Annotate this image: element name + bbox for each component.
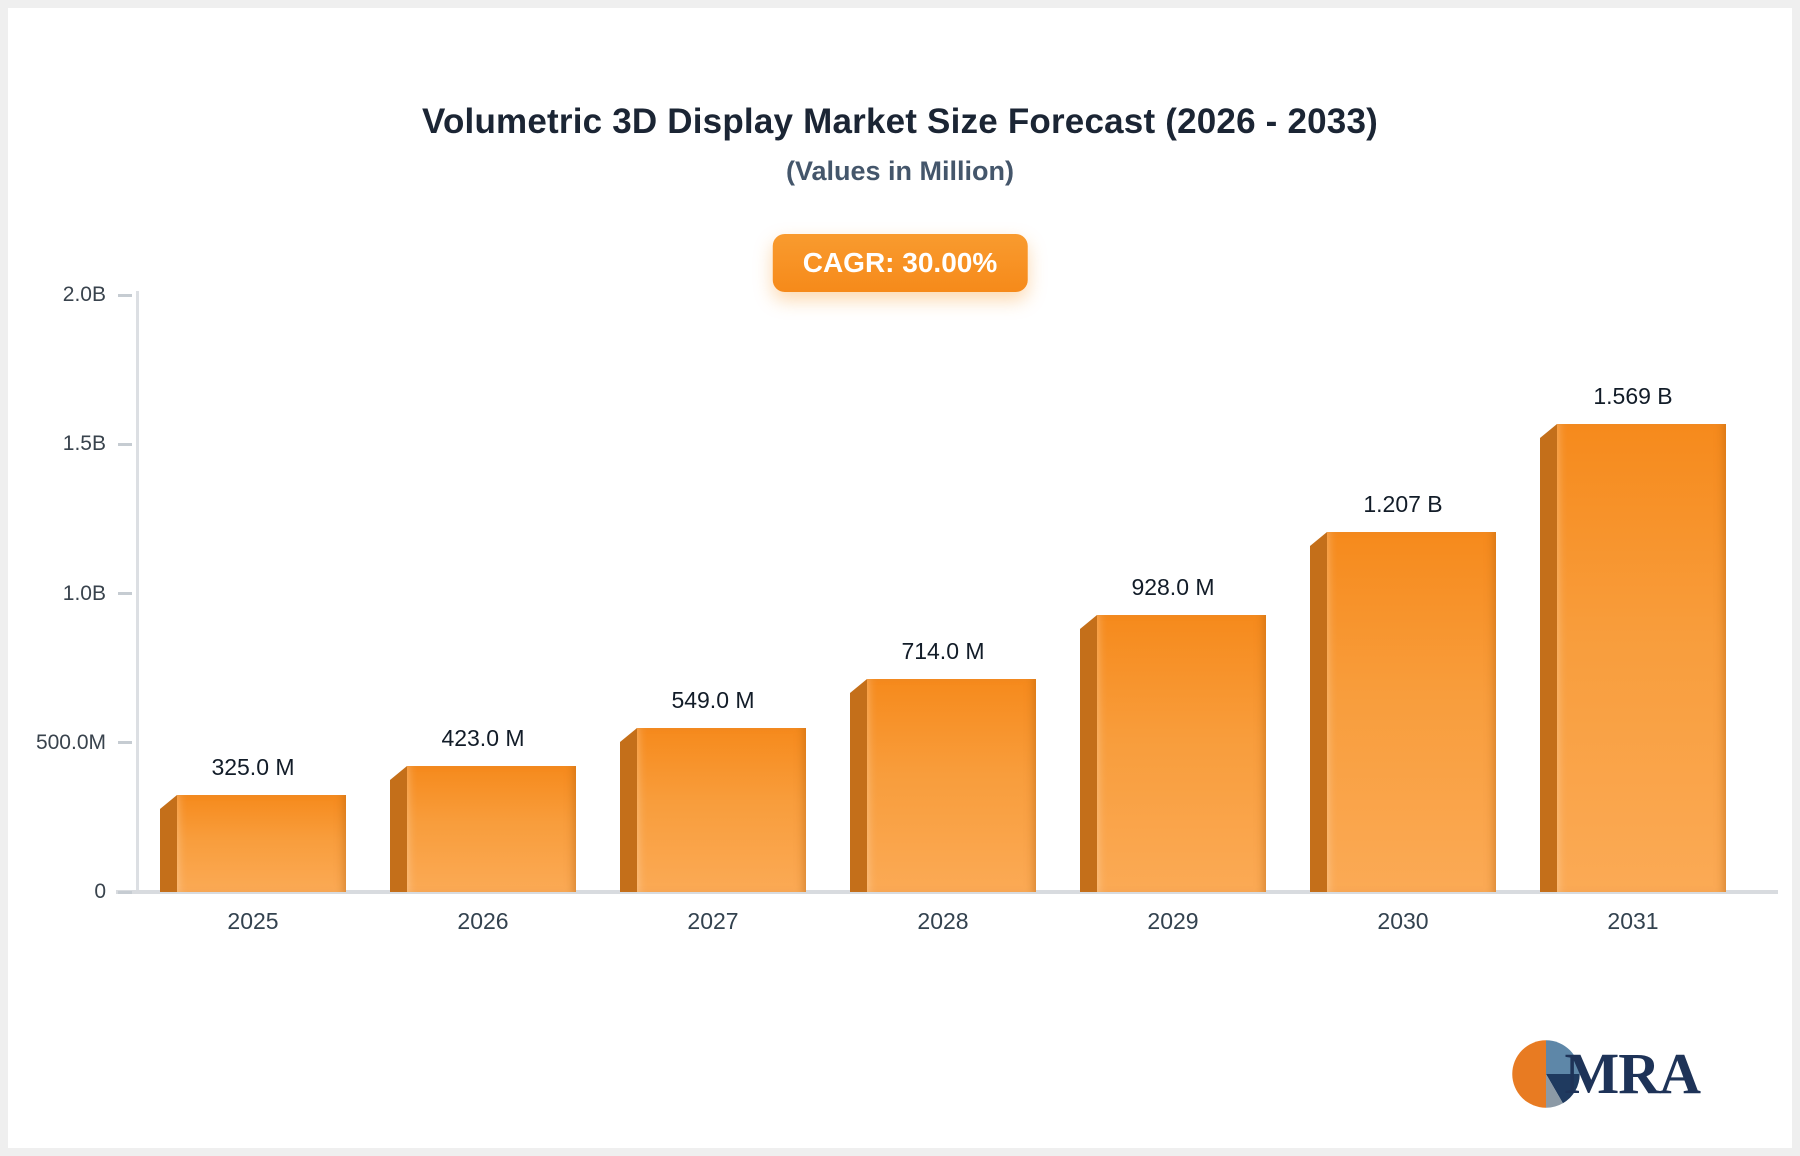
x-tick-label: 2031 — [1607, 908, 1659, 934]
y-tick: 1.0B — [63, 582, 138, 606]
chart-title: Volumetric 3D Display Market Size Foreca… — [422, 102, 1378, 141]
bar-side-face — [1310, 532, 1327, 892]
y-tick: 500.0M — [36, 731, 138, 755]
bar-front-face — [1557, 424, 1726, 892]
bar-2029 — [1080, 615, 1266, 892]
x-tick-label: 2026 — [457, 908, 509, 934]
y-axis-line — [136, 291, 139, 892]
bar-front-face — [177, 795, 346, 892]
chart-canvas: Volumetric 3D Display Market Size Foreca… — [8, 8, 1792, 1148]
y-tick-mark — [118, 890, 132, 894]
logo-text: MRA — [1564, 1041, 1701, 1106]
y-tick-label: 0 — [94, 880, 106, 903]
bar-2031 — [1540, 424, 1726, 892]
bar-2027 — [620, 728, 806, 892]
y-tick: 0 — [94, 880, 138, 904]
y-tick-label: 1.0B — [62, 581, 106, 605]
bar-side-face — [620, 728, 637, 892]
x-tick-label: 2028 — [917, 908, 969, 934]
bar-front-face — [867, 679, 1036, 892]
bar-value-label: 325.0 M — [211, 754, 295, 780]
bar-2026 — [390, 766, 576, 892]
x-tick-label: 2030 — [1377, 908, 1429, 934]
y-tick-label: 1.5B — [62, 432, 106, 456]
bar-2028 — [850, 679, 1036, 892]
bar-value-label: 714.0 M — [901, 638, 985, 664]
bar-side-face — [1080, 615, 1097, 892]
y-tick: 1.5B — [63, 432, 138, 456]
y-tick: 2.0B — [63, 283, 138, 307]
bar-side-face — [390, 766, 407, 892]
bar-value-label: 1.569 B — [1593, 383, 1673, 409]
bar-front-face — [1327, 532, 1496, 892]
bar-chart: 0 500.0M 1.0B 1.5B 2.0B 325.0 M 2025 423.0 M 202… — [36, 283, 1778, 934]
bar-side-face — [850, 679, 867, 892]
y-tick-label: 2.0B — [62, 283, 106, 306]
y-tick-mark — [118, 741, 132, 745]
x-tick-label: 2027 — [687, 908, 739, 934]
y-tick-mark — [118, 592, 132, 595]
x-axis-line — [116, 890, 1778, 894]
bar-front-face — [407, 766, 576, 892]
bar-value-label: 928.0 M — [1131, 574, 1215, 600]
bar-front-face — [637, 728, 806, 892]
bar-2025 — [160, 795, 346, 892]
x-tick-label: 2025 — [227, 908, 279, 934]
mra-logo: MRA — [1510, 1038, 1701, 1110]
y-tick-mark — [118, 442, 132, 446]
bar-side-face — [1540, 424, 1557, 892]
bar-value-label: 423.0 M — [441, 725, 525, 751]
logo-pie-icon — [1512, 1040, 1581, 1108]
x-tick-label: 2029 — [1147, 908, 1199, 934]
bar-front-face — [1097, 615, 1266, 892]
bar-value-label: 549.0 M — [671, 687, 755, 713]
bar-side-face — [160, 795, 177, 892]
bar-value-label: 1.207 B — [1363, 491, 1443, 517]
bar-2030 — [1310, 532, 1496, 892]
chart-subtitle: (Values in Million) — [785, 156, 1015, 186]
cagr-badge: CAGR: 30.00% — [772, 234, 1028, 292]
y-tick-mark — [118, 293, 132, 297]
y-tick-label: 500.0M — [35, 730, 106, 754]
